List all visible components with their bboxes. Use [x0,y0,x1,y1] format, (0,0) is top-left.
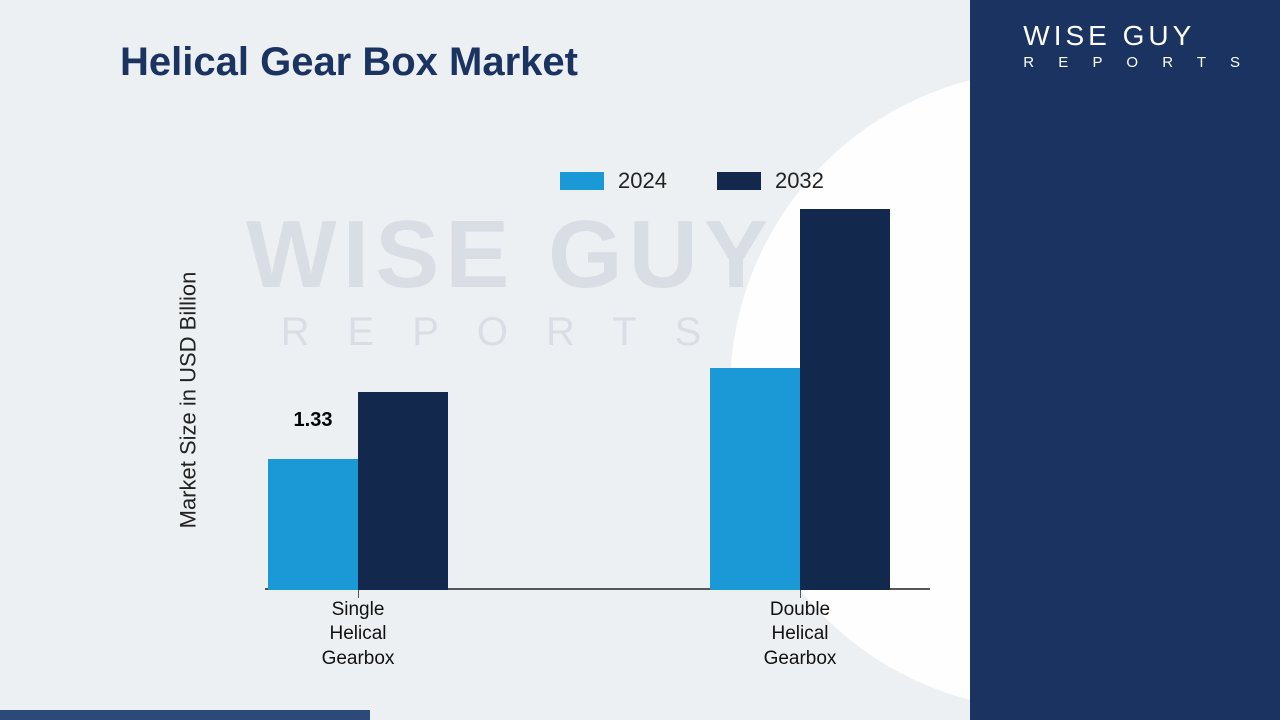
axis-tick [358,590,359,598]
axis-tick [800,590,801,598]
category-label: DoubleHelicalGearbox [764,598,837,671]
legend-swatch-2024 [560,172,604,190]
bar [268,459,358,590]
brand-logo: WISE GUY R E P O R T S [1023,20,1250,71]
category-label: SingleHelicalGearbox [322,598,395,671]
legend-swatch-2032 [717,172,761,190]
bar [358,392,448,590]
bar [710,368,800,590]
bottom-accent-stripe [0,710,370,720]
bar-value-label: 1.33 [294,409,333,432]
bar [800,209,890,590]
brand-logo-line1: WISE GUY [1023,20,1250,52]
brand-logo-line2: R E P O R T S [1023,54,1250,71]
chart-canvas: WISE GUY REPORTS Helical Gear Box Market… [0,0,1280,720]
right-brand-band [970,0,1280,720]
plot-area: 1.33 [110,190,930,590]
chart-title: Helical Gear Box Market [120,40,578,85]
